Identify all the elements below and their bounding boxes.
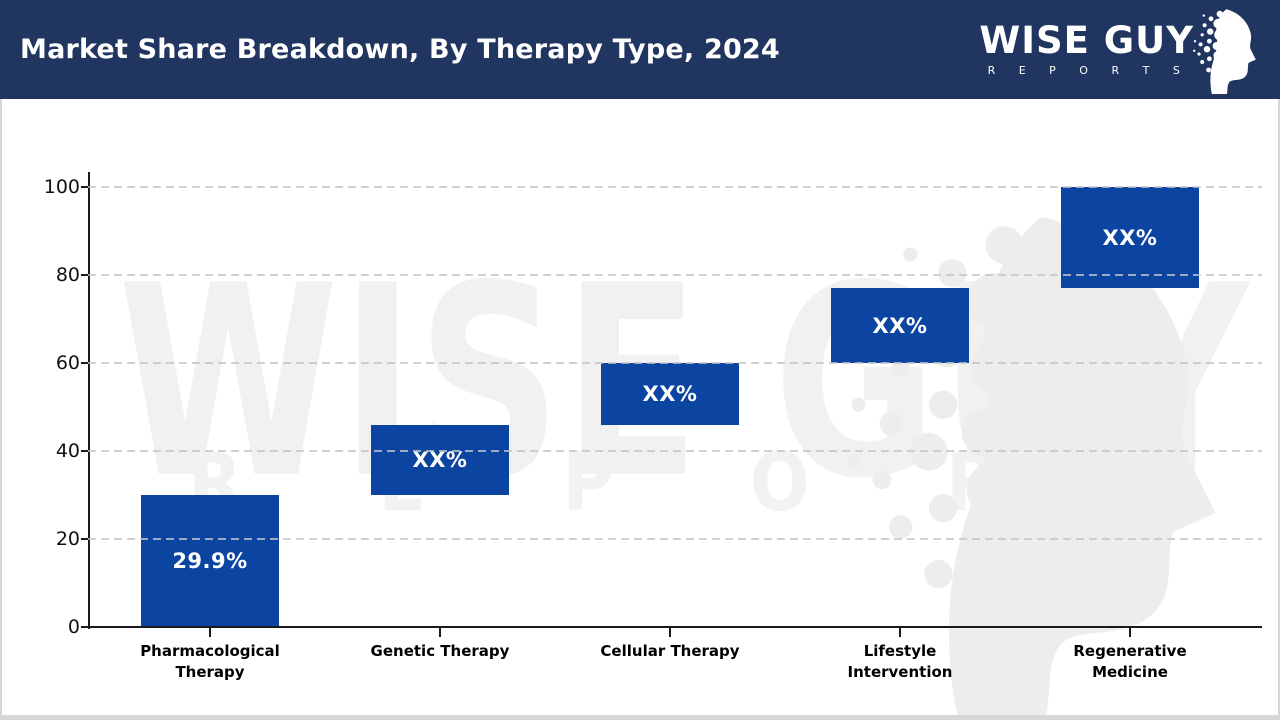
y-tick-mark-40 (81, 450, 88, 452)
x-tick-mark-4 (899, 628, 901, 637)
frame-edge-left (0, 99, 2, 720)
y-tick-label-60: 60 (55, 352, 80, 374)
y-tick-label-0: 0 (67, 616, 80, 638)
y-tick-mark-20 (81, 538, 88, 540)
brand-logo: WISE GUY R E P O R T S (979, 6, 1266, 94)
y-tick-label-80: 80 (55, 264, 80, 286)
frame-edge-right (1278, 99, 1280, 720)
x-tick-mark-2 (439, 628, 441, 637)
bar-value-label-3: XX% (642, 382, 698, 406)
x-axis-line (88, 626, 1262, 628)
bar-4: XX% (831, 288, 969, 363)
x-tick-mark-1 (209, 628, 211, 637)
x-category-label-3: Cellular Therapy (600, 642, 740, 660)
bar-value-label-4: XX% (872, 313, 928, 338)
bar-value-label-2: XX% (412, 448, 468, 472)
x-category-label-2: Genetic Therapy (370, 642, 510, 660)
y-axis-line (88, 172, 90, 629)
x-category-label-5: Regenerative Medicine (1073, 642, 1187, 681)
y-tick-mark-0 (81, 626, 88, 628)
y-tick-label-40: 40 (55, 440, 80, 462)
gridline-20 (88, 538, 1262, 540)
x-tick-mark-3 (669, 628, 671, 637)
bar-2: XX% (371, 425, 509, 495)
x-category-label-1: Pharmacological Therapy (140, 642, 280, 681)
frame-edge-bottom (0, 715, 1280, 720)
gridline-60 (88, 362, 1262, 364)
brand-subtitle: R E P O R T S (987, 64, 1190, 77)
gridline-40 (88, 450, 1262, 452)
bar-3: XX% (601, 363, 739, 425)
page-title: Market Share Breakdown, By Therapy Type,… (20, 34, 780, 65)
gridline-80 (88, 274, 1262, 276)
x-category-label-4: Lifestyle Intervention (847, 642, 953, 681)
bar-5: XX% (1061, 187, 1199, 288)
y-tick-mark-100 (81, 186, 88, 188)
y-tick-mark-80 (81, 274, 88, 276)
bar-1: 29.9% (141, 495, 279, 627)
y-tick-label-100: 100 (43, 176, 80, 198)
brand-logo-text: WISE GUY R E P O R T S (979, 22, 1194, 77)
y-tick-label-20: 20 (55, 528, 80, 550)
bar-value-label-1: 29.9% (172, 549, 248, 573)
bar-value-label-5: XX% (1102, 225, 1158, 250)
y-tick-mark-60 (81, 362, 88, 364)
brand-name: WISE GUY (979, 19, 1194, 62)
header-bar: Market Share Breakdown, By Therapy Type,… (0, 0, 1280, 99)
x-tick-mark-5 (1129, 628, 1131, 637)
gridline-100 (88, 186, 1262, 188)
